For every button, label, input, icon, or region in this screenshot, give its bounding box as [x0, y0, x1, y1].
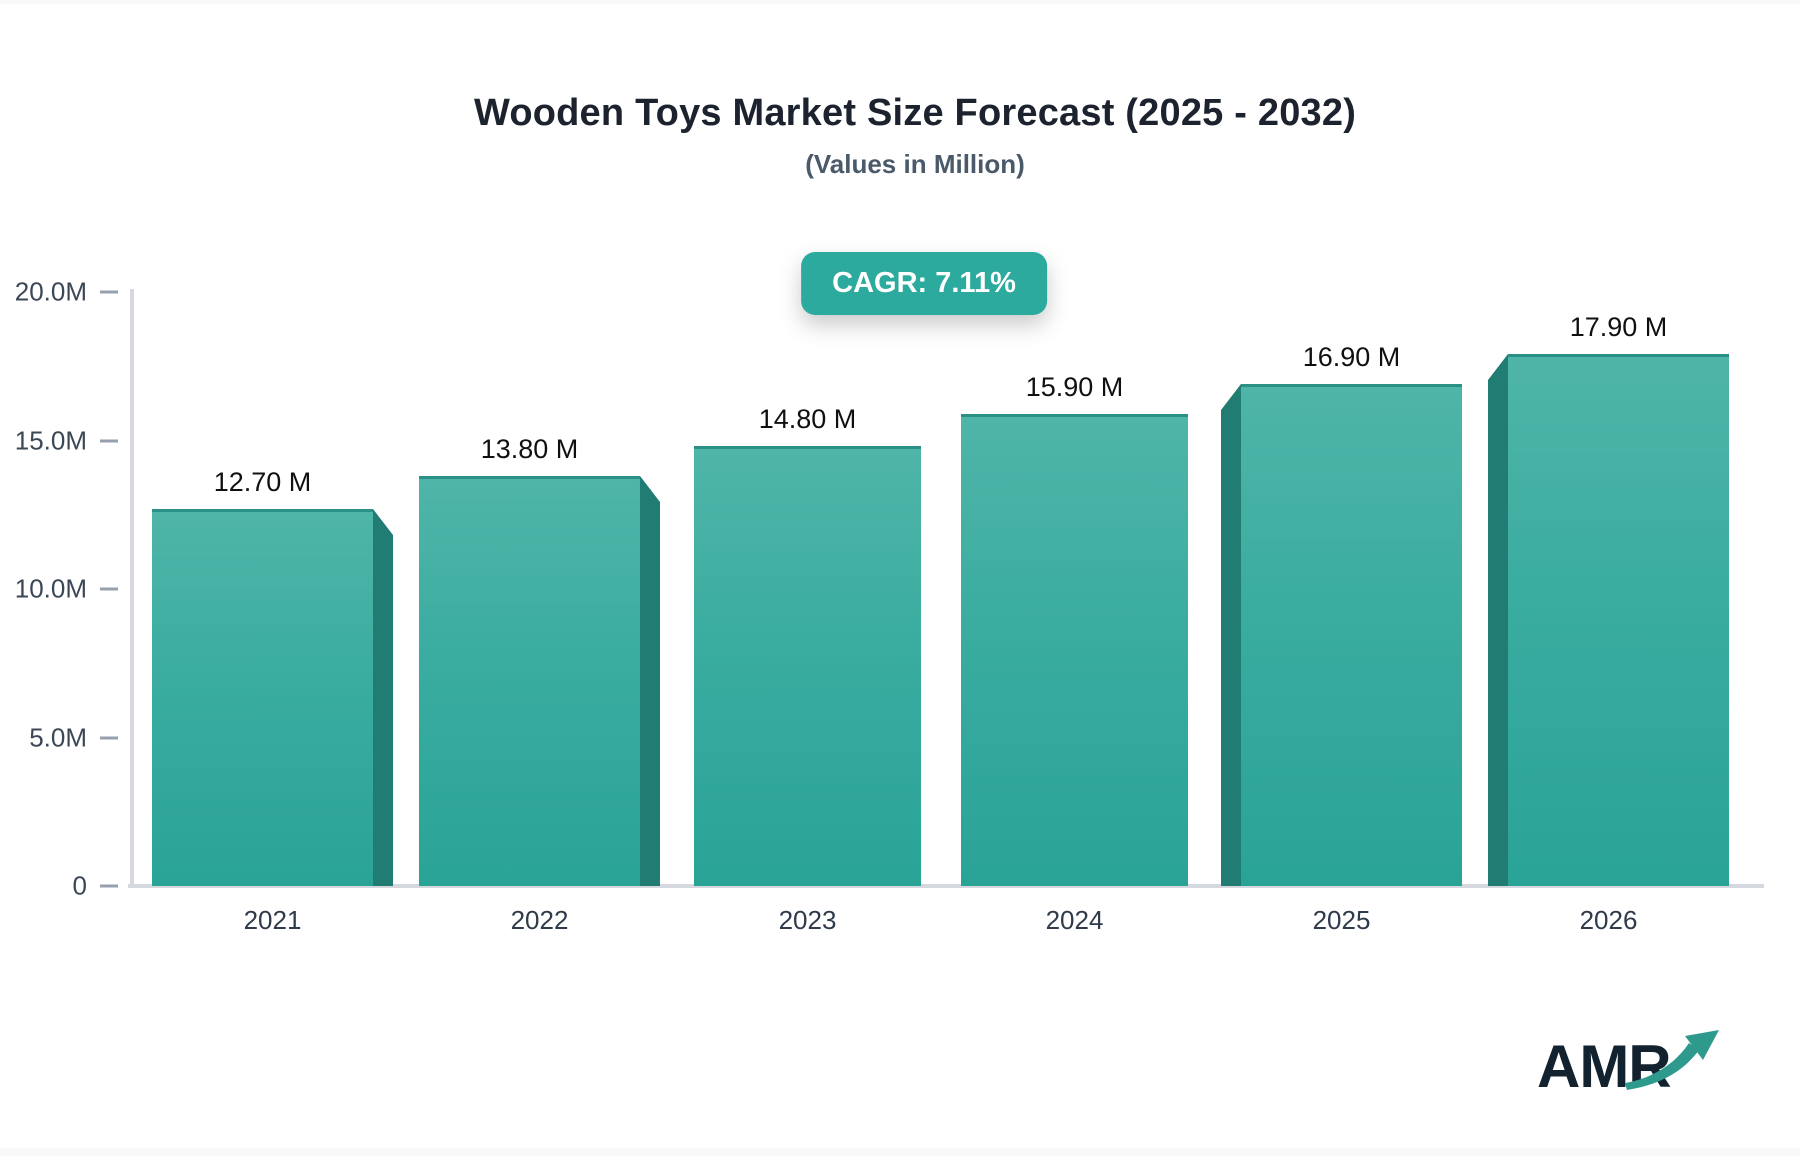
bar-group-2025: 16.90 M [1221, 342, 1462, 886]
bar-group-2021: 12.70 M [152, 467, 393, 886]
bar-2023 [694, 446, 921, 886]
amr-logo: AMR [1537, 1030, 1719, 1101]
y-tick-label: 0 [72, 870, 87, 901]
amr-logo-text: AMR [1537, 1033, 1672, 1100]
x-axis-label-2026: 2026 [1579, 905, 1638, 935]
y-tick-label: 15.0M [14, 425, 87, 455]
y-tick-5m: 5.0M [0, 722, 118, 753]
bar-side-face [640, 476, 660, 886]
bar-group-2026: 17.90 M [1488, 312, 1729, 886]
bar-2024 [961, 414, 1188, 886]
bar-side-face [1488, 354, 1508, 886]
x-axis-label-2023: 2023 [778, 905, 837, 935]
bar-value-label: 17.90 M [1569, 312, 1668, 342]
tick-dash-icon [100, 736, 118, 739]
chart-title: Wooden Toys Market Size Forecast (2025 -… [473, 92, 1357, 134]
tick-dash-icon [100, 587, 118, 591]
y-tick-label: 5.0M [29, 722, 87, 752]
x-axis-label-2022: 2022 [510, 905, 569, 935]
y-tick-10m: 10.0M [0, 574, 118, 605]
tick-dash-icon [100, 439, 118, 442]
x-axis-label-2021: 2021 [243, 905, 302, 935]
bar-group-2023: 14.80 M [687, 404, 928, 886]
y-tick-15m: 15.0M [0, 425, 118, 456]
bar-value-label: 12.70 M [213, 467, 312, 497]
bar-value-label: 15.90 M [1025, 372, 1124, 402]
growth-arrow-icon [1625, 1030, 1719, 1090]
bar-value-label: 16.90 M [1302, 342, 1401, 372]
bar-group-2024: 15.90 M [954, 372, 1195, 886]
bar-side-face [373, 509, 393, 886]
y-tick-label: 10.0M [14, 573, 87, 604]
y-axis-line [130, 289, 134, 886]
tick-dash-icon [100, 884, 118, 888]
bar-2025 [1241, 384, 1462, 886]
bar-2026 [1508, 354, 1729, 886]
bar-value-label: 14.80 M [758, 404, 857, 434]
tick-dash-icon [100, 290, 118, 294]
chart-subtitle: (Values in Million) [805, 149, 1025, 179]
x-axis-label-2024: 2024 [1045, 905, 1104, 935]
x-axis-baseline [128, 884, 1764, 888]
y-tick-20m: 20.0M [0, 277, 118, 308]
bar-2022 [419, 476, 640, 886]
x-axis-label-2025: 2025 [1312, 905, 1371, 935]
bar-side-face [1221, 384, 1241, 886]
cagr-badge: CAGR: 7.11% [801, 252, 1047, 315]
bar-2021 [152, 509, 373, 886]
bar-group-2022: 13.80 M [419, 434, 660, 886]
y-tick-0: 0 [0, 871, 118, 902]
y-tick-label: 20.0M [14, 276, 87, 307]
bar-value-label: 13.80 M [480, 434, 579, 464]
